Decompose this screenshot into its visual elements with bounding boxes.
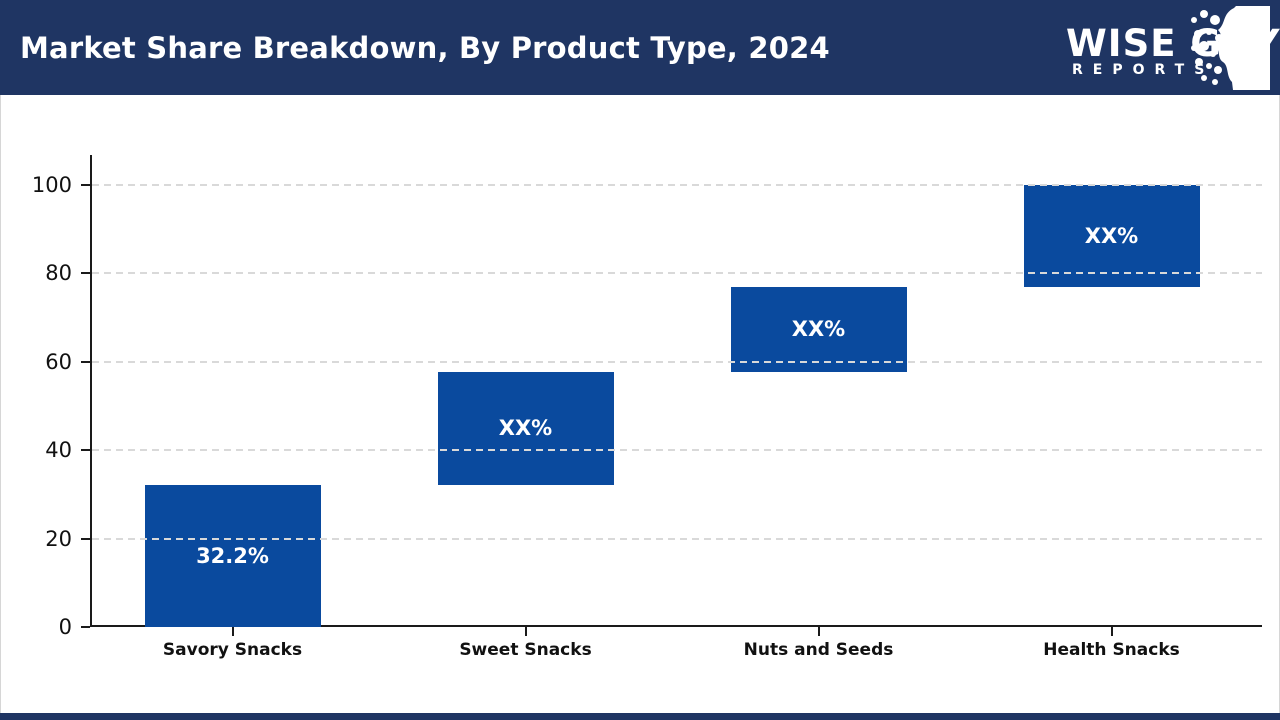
gridline-40 (92, 449, 1262, 452)
x-tick-mark (231, 627, 234, 636)
y-tick-mark (81, 449, 90, 452)
y-tick-label-40: 40 (45, 438, 72, 463)
bar-health-snacks[interactable]: XX% (1023, 185, 1200, 287)
x-tick-label-1: Savory Snacks (162, 640, 303, 660)
bar-value-label: XX% (1084, 223, 1139, 248)
y-tick-mark (81, 184, 90, 187)
y-tick-label-60: 60 (45, 349, 72, 374)
logo-reports-text: REPORTS (1072, 62, 1215, 78)
x-tick-label-2: Sweet Snacks (459, 640, 592, 660)
gridline-20 (92, 537, 1262, 540)
bar-value-label: XX% (498, 416, 553, 441)
plot-area: 32.2% Savory Snacks XX% Sweet Snacks XX% Nuts… (32, 155, 1262, 660)
page-title: Market Share Breakdown, By Product Type,… (20, 30, 830, 65)
x-tick-label-4: Health Snacks (1043, 640, 1180, 660)
header-bar: Market Share Breakdown, By Product Type,… (0, 0, 1280, 95)
y-tick-mark (81, 272, 90, 275)
wiseguy-logo: WISE GUY REPORTS (1030, 4, 1280, 92)
y-tick-label-20: 20 (45, 526, 72, 551)
y-tick-mark (81, 360, 90, 363)
x-tick-mark (817, 627, 820, 636)
y-tick-mark (81, 537, 90, 540)
gridline-80 (92, 272, 1262, 275)
x-tick-mark (524, 627, 527, 636)
y-tick-mark (81, 626, 90, 628)
gridline-100 (92, 184, 1262, 187)
y-tick-label-0: 0 (58, 615, 72, 639)
x-tick-mark (1110, 627, 1113, 636)
gridline-60 (92, 360, 1262, 363)
bar-value-label: XX% (791, 317, 846, 342)
bar-value-label: 32.2% (196, 543, 269, 568)
y-tick-label-80: 80 (45, 261, 72, 286)
y-tick-label-100: 100 (31, 173, 72, 198)
bar-savory-snacks[interactable]: 32.2% (144, 484, 321, 627)
bar-nuts-and-seeds[interactable]: XX% (730, 286, 907, 372)
footer-bar (0, 713, 1280, 720)
bar-sweet-snacks[interactable]: XX% (437, 371, 614, 485)
x-tick-label-3: Nuts and Seeds (743, 640, 894, 660)
wiseguy-face-icon (1191, 6, 1270, 90)
